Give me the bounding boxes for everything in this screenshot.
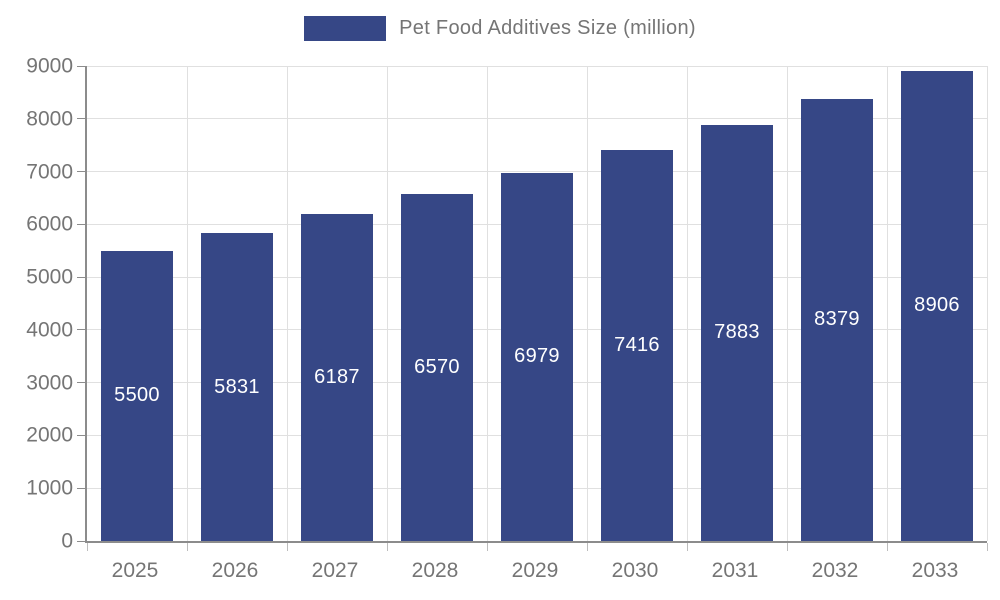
gridline-vertical bbox=[786, 66, 788, 541]
y-tick bbox=[77, 434, 85, 436]
y-tick bbox=[77, 276, 85, 278]
y-axis-tick-label: 7000 bbox=[26, 160, 73, 184]
gridline-vertical bbox=[486, 66, 488, 541]
x-tick bbox=[986, 543, 988, 551]
x-axis-tick-label: 2031 bbox=[711, 559, 759, 582]
y-axis-tick-label: 0 bbox=[61, 529, 73, 553]
x-tick bbox=[686, 543, 688, 551]
y-axis-tick-label: 2000 bbox=[26, 423, 73, 447]
x-axis: 2025 2026 2027 2028 2029 2030 2031 2032 2033 bbox=[85, 556, 985, 586]
x-tick bbox=[786, 543, 788, 551]
x-axis-tick-label: 2026 bbox=[211, 559, 259, 582]
y-tick bbox=[77, 382, 85, 384]
x-tick bbox=[886, 543, 888, 551]
x-axis-tick-label: 2030 bbox=[611, 559, 659, 582]
legend-swatch bbox=[304, 16, 387, 41]
x-tick bbox=[86, 543, 88, 551]
plot-area: 5500 5831 6187 6570 6979 7416 7883 8379 8906 bbox=[77, 65, 988, 551]
x-axis-tick-label: 2027 bbox=[311, 559, 359, 582]
x-axis-tick-label: 2033 bbox=[911, 559, 959, 582]
bar: 5500 bbox=[101, 250, 173, 541]
y-tick bbox=[77, 540, 85, 542]
y-axis-tick-label: 6000 bbox=[26, 212, 73, 236]
gridline-vertical bbox=[186, 66, 188, 541]
y-axis-tick-label: 3000 bbox=[26, 371, 73, 395]
legend: Pet Food Additives Size (million) bbox=[0, 16, 1000, 41]
x-axis-tick-label: 2025 bbox=[111, 559, 159, 582]
y-tick bbox=[77, 65, 85, 67]
gridline-horizontal bbox=[87, 118, 987, 120]
legend-label: Pet Food Additives Size (million) bbox=[399, 17, 696, 39]
gridline-vertical bbox=[686, 66, 688, 541]
bar: 7416 bbox=[601, 149, 673, 541]
gridline-horizontal bbox=[87, 171, 987, 173]
bar-value-label: 8379 bbox=[814, 308, 860, 331]
x-tick bbox=[586, 543, 588, 551]
bar: 6570 bbox=[401, 194, 473, 541]
bar-value-label: 8906 bbox=[914, 294, 960, 317]
bar-value-label: 7883 bbox=[714, 321, 760, 344]
y-axis-tick-label: 1000 bbox=[26, 476, 73, 500]
y-tick bbox=[77, 487, 85, 489]
x-axis-tick-label: 2028 bbox=[411, 559, 459, 582]
x-axis-tick-label: 2029 bbox=[511, 559, 559, 582]
y-axis-tick-label: 4000 bbox=[26, 318, 73, 342]
x-tick bbox=[286, 543, 288, 551]
gridline-vertical bbox=[886, 66, 888, 541]
gridline-vertical bbox=[586, 66, 588, 541]
y-axis-tick-label: 5000 bbox=[26, 265, 73, 289]
bar: 6187 bbox=[301, 214, 373, 541]
bar: 6979 bbox=[501, 172, 573, 541]
bar: 8906 bbox=[901, 70, 973, 541]
x-tick bbox=[386, 543, 388, 551]
bar: 8379 bbox=[801, 98, 873, 541]
gridline-vertical bbox=[986, 66, 988, 541]
bar: 5831 bbox=[201, 233, 273, 541]
y-tick bbox=[77, 118, 85, 120]
bar-value-label: 7416 bbox=[614, 333, 660, 356]
gridline-vertical bbox=[386, 66, 388, 541]
bar-value-label: 5831 bbox=[214, 375, 260, 398]
gridline-vertical bbox=[286, 66, 288, 541]
bar-value-label: 6187 bbox=[314, 366, 360, 389]
y-axis-tick-label: 8000 bbox=[26, 107, 73, 131]
y-tick bbox=[77, 171, 85, 173]
bar-value-label: 6570 bbox=[414, 356, 460, 379]
x-tick bbox=[486, 543, 488, 551]
bar-value-label: 5500 bbox=[114, 384, 160, 407]
y-tick bbox=[77, 329, 85, 331]
x-tick bbox=[186, 543, 188, 551]
x-axis-tick-label: 2032 bbox=[811, 559, 859, 582]
bar: 7883 bbox=[701, 124, 773, 541]
y-axis-tick-label: 9000 bbox=[26, 54, 73, 78]
gridline-horizontal bbox=[87, 65, 987, 67]
bar-value-label: 6979 bbox=[514, 345, 560, 368]
y-axis: 0 1000 2000 3000 4000 5000 6000 7000 8000 9000 bbox=[0, 56, 73, 552]
y-tick bbox=[77, 223, 85, 225]
